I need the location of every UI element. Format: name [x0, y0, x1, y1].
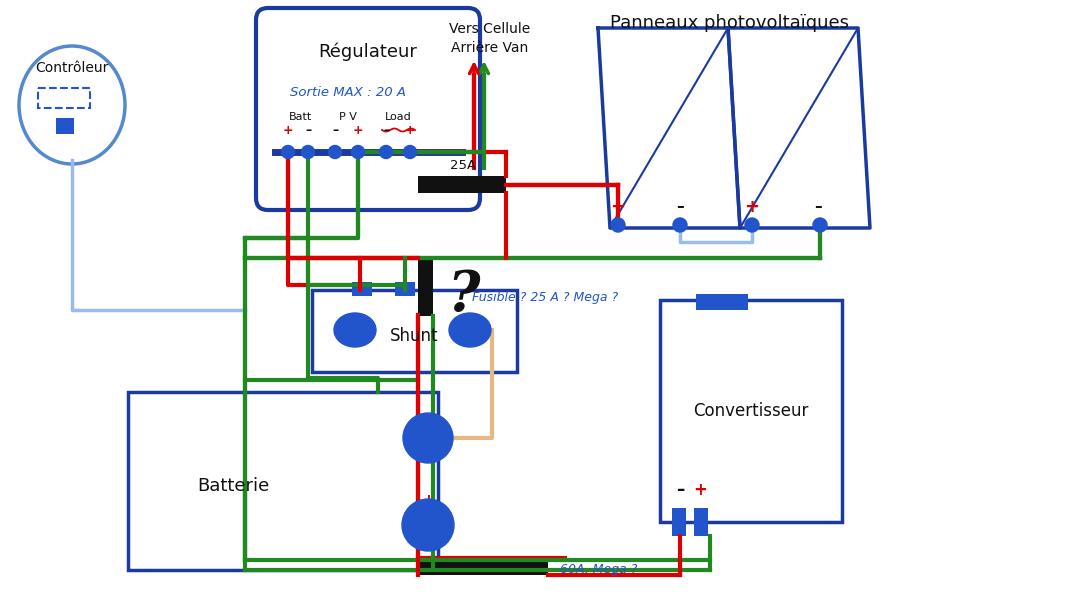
Text: +: +: [610, 198, 625, 216]
Text: Contrôleur: Contrôleur: [35, 61, 108, 75]
FancyBboxPatch shape: [256, 8, 480, 210]
Circle shape: [402, 499, 455, 551]
Text: –: –: [676, 200, 684, 214]
Text: –: –: [332, 124, 338, 137]
Text: Batt: Batt: [288, 112, 312, 122]
Text: +: +: [694, 481, 706, 499]
Text: +: +: [283, 124, 294, 137]
Circle shape: [282, 146, 295, 159]
Bar: [418, 176, 506, 193]
Text: Batterie: Batterie: [197, 477, 269, 495]
Text: Shunt: Shunt: [390, 327, 438, 345]
Circle shape: [403, 413, 453, 463]
Circle shape: [379, 146, 392, 159]
Circle shape: [745, 218, 759, 232]
Text: +: +: [421, 492, 435, 510]
Text: ?: ?: [447, 268, 479, 323]
Bar: [38, 88, 90, 108]
Bar: [660, 300, 842, 522]
Bar: [418, 258, 433, 316]
Circle shape: [301, 146, 314, 159]
Text: +: +: [405, 124, 415, 137]
Text: 60A. Mega ?: 60A. Mega ?: [560, 563, 638, 576]
Text: –: –: [675, 481, 684, 499]
Bar: [128, 392, 438, 570]
Text: P V: P V: [339, 112, 357, 122]
Bar: [694, 508, 708, 536]
Circle shape: [611, 218, 625, 232]
Text: Régulateur: Régulateur: [318, 43, 417, 61]
Text: Convertisseur: Convertisseur: [694, 402, 808, 420]
Text: –: –: [423, 407, 432, 425]
Circle shape: [403, 146, 417, 159]
Bar: [672, 508, 686, 536]
Ellipse shape: [449, 313, 491, 347]
Text: +: +: [744, 198, 759, 216]
Text: Panneaux photovoltaïques: Panneaux photovoltaïques: [610, 14, 849, 32]
Circle shape: [328, 146, 342, 159]
Circle shape: [813, 218, 827, 232]
Text: Vers Cellule
Arrière Van: Vers Cellule Arrière Van: [449, 22, 531, 55]
Bar: [56, 118, 74, 134]
Text: 25A: 25A: [450, 159, 476, 172]
Circle shape: [673, 218, 687, 232]
Bar: [352, 282, 372, 296]
Bar: [394, 282, 415, 296]
Text: +: +: [353, 124, 363, 137]
Bar: [418, 560, 548, 575]
Text: –: –: [383, 124, 389, 137]
Ellipse shape: [334, 313, 376, 347]
Bar: [696, 294, 748, 310]
Bar: [312, 290, 517, 372]
Text: –: –: [304, 124, 311, 137]
Text: –: –: [814, 200, 822, 214]
Text: Sortie MAX : 20 A: Sortie MAX : 20 A: [291, 86, 406, 99]
Text: Fusible ? 25 A ? Mega ?: Fusible ? 25 A ? Mega ?: [472, 292, 619, 305]
Circle shape: [352, 146, 364, 159]
Text: Load: Load: [385, 112, 412, 122]
Ellipse shape: [19, 46, 125, 164]
